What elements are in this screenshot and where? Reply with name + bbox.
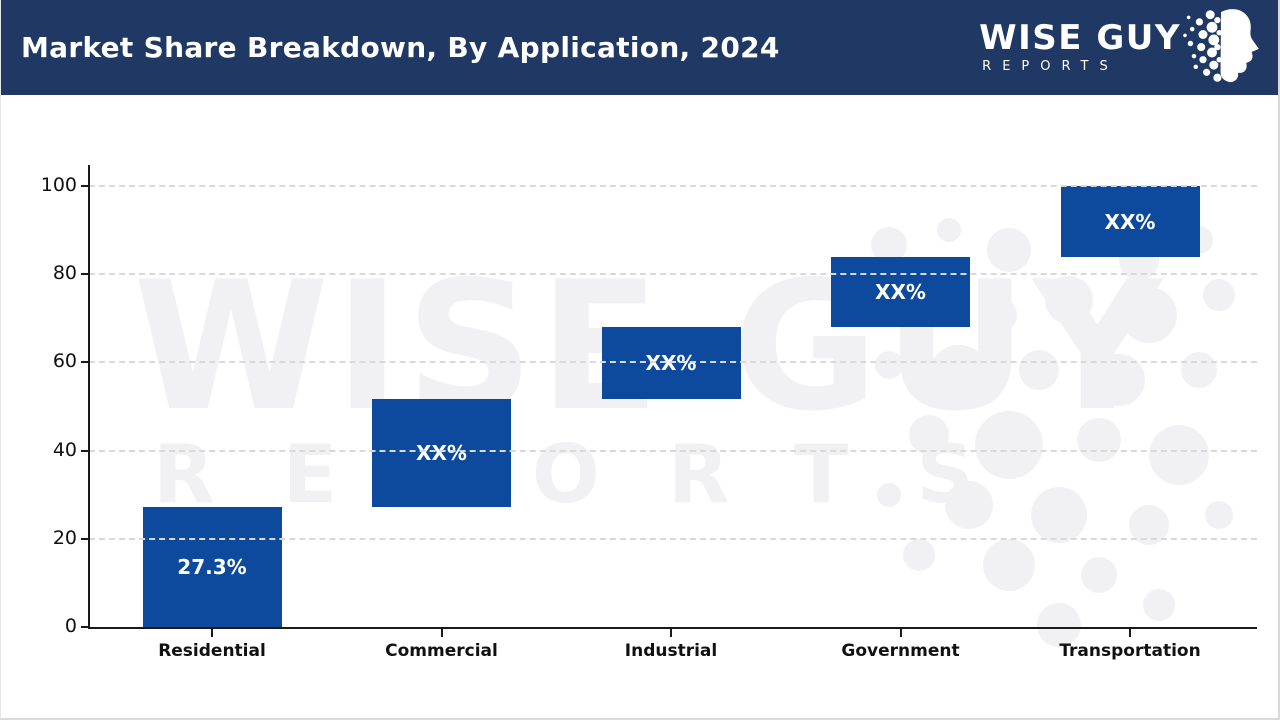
bar-transportation: XX% — [1060, 186, 1200, 258]
x-tick-residential — [211, 629, 213, 637]
x-tick-transportation — [1129, 629, 1131, 637]
chart-area: WISE GUY REPORTS 0 20 40 60 80 100 27.3% Reside… — [1, 95, 1278, 718]
bar-value-label-commercial: XX% — [416, 440, 467, 465]
x-tick-government — [899, 629, 902, 637]
y-tick-label-60: 60 — [52, 350, 77, 373]
y-tick-100 — [81, 185, 89, 187]
wiseguy-logo: WISE GUY REPORTS — [979, 3, 1267, 93]
bar-commercial: XX% — [372, 398, 511, 507]
x-tick-label-transportation: Transportation — [1059, 641, 1201, 661]
gridline-80 — [89, 273, 1257, 276]
y-tick-0 — [81, 626, 89, 628]
gridline-100 — [89, 185, 1257, 187]
y-tick-label-80: 80 — [52, 262, 77, 285]
y-tick-20 — [81, 537, 89, 540]
logo-subtitle: REPORTS — [982, 59, 1119, 74]
gridline-60 — [89, 361, 1257, 364]
page-title: Market Share Breakdown, By Application, … — [21, 31, 780, 64]
x-tick-label-government: Government — [841, 641, 960, 661]
y-axis-line — [88, 165, 90, 629]
watermark-subtitle: REPORTS — [153, 428, 1043, 521]
y-tick-label-40: 40 — [52, 438, 77, 461]
x-tick-industrial — [670, 629, 672, 637]
bar-residential: 27.3% — [142, 506, 282, 627]
bar-value-label-residential: 27.3% — [177, 554, 247, 579]
y-tick-60 — [81, 361, 89, 364]
header-bar: Market Share Breakdown, By Application, … — [1, 0, 1278, 95]
wiseguy-head-icon — [1183, 8, 1259, 82]
x-tick-commercial — [440, 629, 443, 637]
bar-government: XX% — [831, 257, 970, 328]
x-tick-label-commercial: Commercial — [385, 641, 498, 661]
bar-value-label-government: XX% — [875, 280, 926, 305]
gridline-40 — [89, 449, 1257, 452]
gridline-20 — [89, 537, 1257, 540]
y-tick-label-100: 100 — [40, 174, 77, 196]
wiseguy-logo-text: WISE GUY REPORTS — [979, 21, 1181, 74]
x-axis-line — [88, 627, 1257, 629]
logo-wordmark: WISE GUY — [979, 18, 1181, 58]
bar-value-label-transportation: XX% — [1104, 209, 1156, 234]
x-tick-label-residential: Residential — [158, 641, 266, 661]
y-tick-80 — [81, 273, 89, 276]
y-tick-40 — [81, 449, 89, 452]
y-tick-label-0: 0 — [64, 615, 77, 637]
y-tick-label-20: 20 — [52, 526, 77, 549]
x-tick-label-industrial: Industrial — [624, 641, 718, 661]
